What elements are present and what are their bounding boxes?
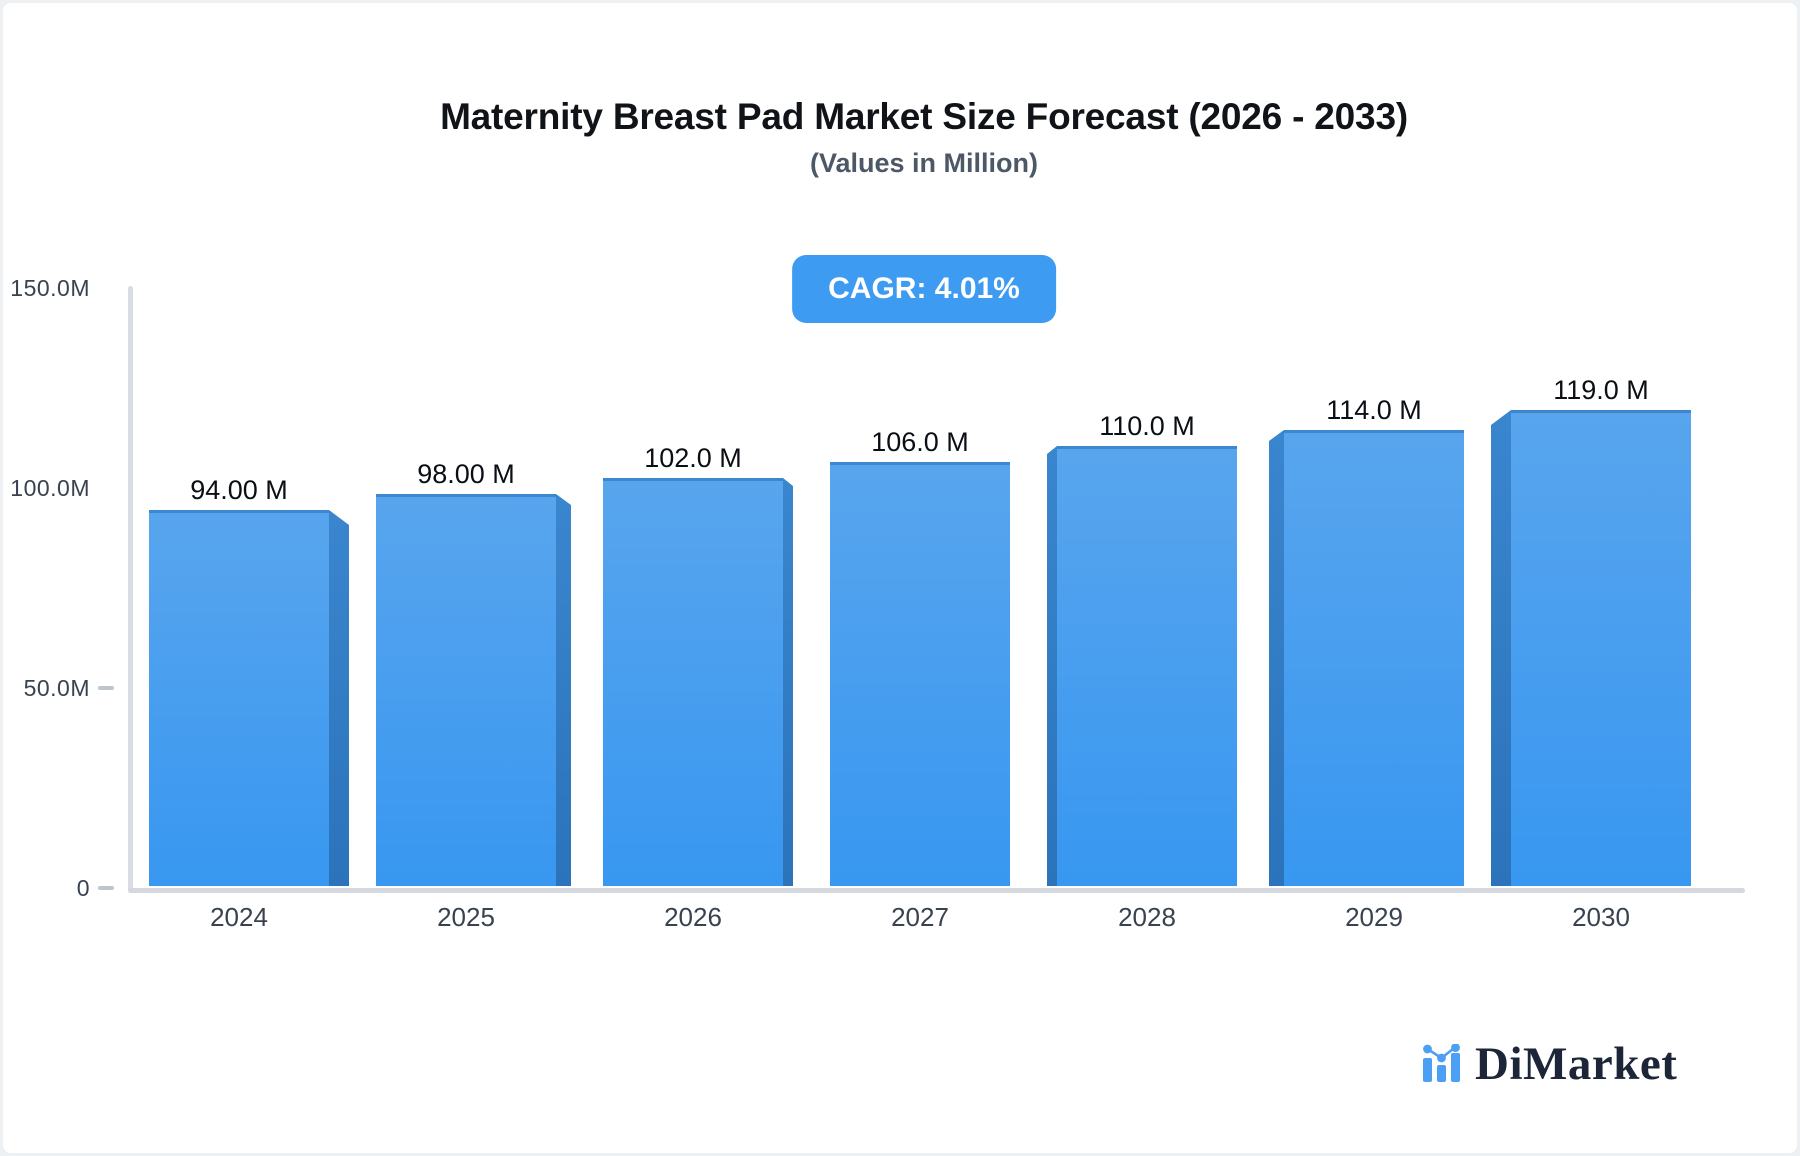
bar-value-label: 98.00 M — [417, 459, 515, 489]
y-axis-tick-mark — [98, 886, 114, 890]
x-axis-category-label: 2029 — [1345, 902, 1403, 932]
bar-value-label: 102.0 M — [644, 443, 742, 473]
bar-line-chart-icon — [1423, 1044, 1460, 1082]
x-axis-category-label: 2025 — [437, 902, 495, 932]
x-axis-category-label: 2027 — [891, 902, 949, 932]
x-axis-category-label: 2028 — [1118, 902, 1176, 932]
bar-2026[interactable] — [603, 478, 783, 886]
bar-value-label: 114.0 M — [1326, 395, 1422, 425]
bar-value-label: 110.0 M — [1099, 411, 1195, 441]
bar-2025[interactable] — [376, 494, 556, 886]
bar-3d-side — [556, 494, 571, 886]
bar-3d-side — [1269, 430, 1284, 886]
brand-name: DiMarket — [1475, 1038, 1678, 1090]
x-axis-category-label: 2030 — [1572, 902, 1630, 932]
bar-3d-side — [783, 478, 793, 886]
bar-2027[interactable] — [830, 462, 1010, 886]
bar-3d-side — [1047, 446, 1057, 886]
bar-3d-side — [329, 510, 349, 886]
bar-value-label: 94.00 M — [190, 475, 288, 505]
y-axis-tick-label: 150.0M — [10, 275, 90, 301]
bar-2030[interactable] — [1511, 410, 1691, 886]
bar-value-label: 106.0 M — [871, 427, 969, 457]
y-axis-line — [128, 286, 133, 893]
y-axis-tick-mark — [98, 686, 114, 690]
brand-logo: DiMarket — [1421, 1040, 1677, 1088]
cagr-badge: CAGR: 4.01% — [792, 255, 1056, 323]
bar-3d-side — [1491, 410, 1511, 886]
x-axis-line — [128, 888, 1745, 893]
bar-value-label: 119.0 M — [1553, 375, 1649, 405]
bar-2028[interactable] — [1057, 446, 1237, 886]
x-axis-category-label: 2024 — [210, 902, 268, 932]
x-axis-category-label: 2026 — [664, 902, 722, 932]
y-axis-tick-label: 0 — [76, 875, 90, 901]
bar-2029[interactable] — [1284, 430, 1464, 886]
y-axis-tick-label: 100.0M — [10, 475, 90, 501]
chart-title: Maternity Breast Pad Market Size Forecas… — [440, 96, 1408, 137]
chart-subtitle: (Values in Million) — [809, 148, 1039, 178]
bar-2024[interactable] — [149, 510, 329, 886]
y-axis-tick-label: 50.0M — [23, 675, 90, 701]
